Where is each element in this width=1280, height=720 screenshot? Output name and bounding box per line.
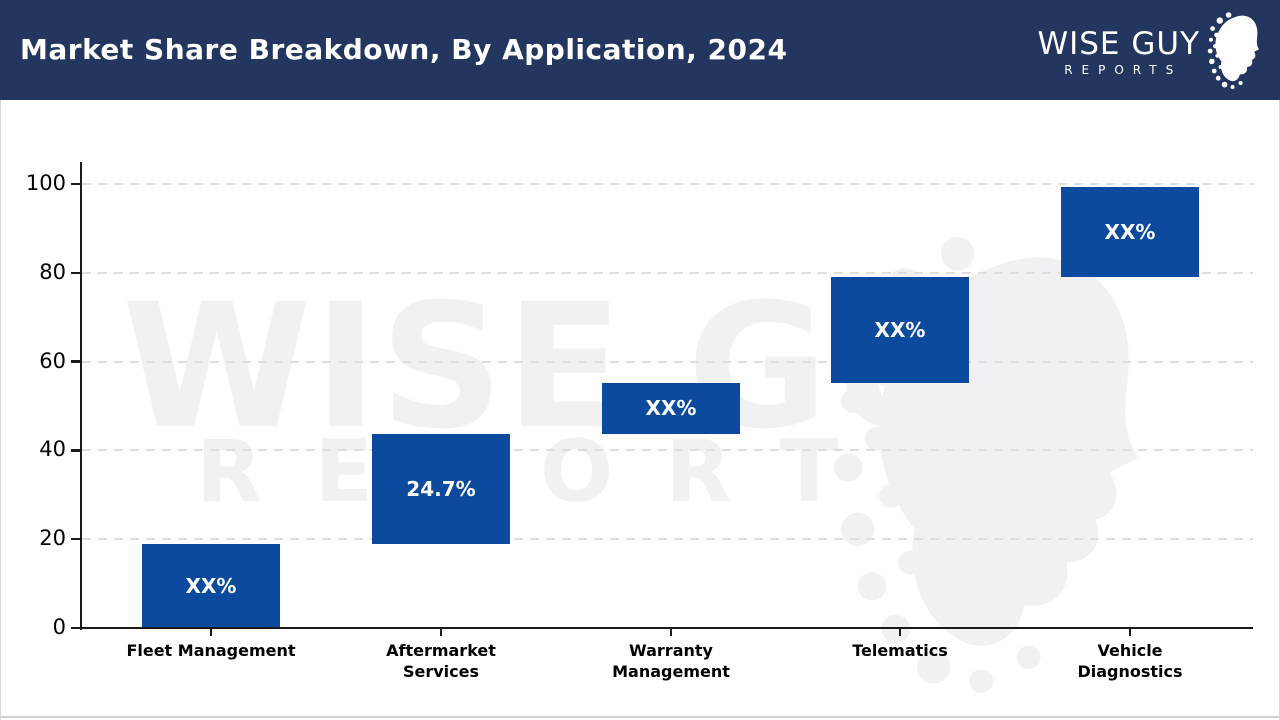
bar-vehicle: XX% xyxy=(1061,186,1199,278)
x-tick-label-3: Telematics xyxy=(852,641,948,660)
y-tick-label-60: 60 xyxy=(39,348,66,373)
watermark-subtitle: REPORTS xyxy=(196,422,1005,522)
logo-wordmark: WISE GUY xyxy=(1037,25,1200,62)
x-axis-line xyxy=(77,626,1253,629)
logo-text: WISE GUY REPORTS xyxy=(1037,26,1200,77)
gridline-60 xyxy=(82,360,1253,363)
gridline-40 xyxy=(82,449,1253,452)
x-tick-3 xyxy=(898,628,902,636)
bar-value-label: 24.7% xyxy=(406,476,476,501)
x-tick-label-2: Warranty Management xyxy=(612,641,730,682)
x-tick-label-1: Aftermarket Services xyxy=(386,641,496,682)
bar-telematics: XX% xyxy=(831,277,969,383)
x-tick-1 xyxy=(439,628,443,636)
y-tick-100 xyxy=(71,182,80,186)
y-tick-label-80: 80 xyxy=(39,259,66,284)
y-tick-80 xyxy=(71,271,80,275)
y-tick-20 xyxy=(71,537,80,541)
y-tick-label-0: 0 xyxy=(52,615,66,639)
x-tick-0 xyxy=(209,628,213,636)
chart-area: WISE GUY REPORTS XX% 24.7% XX% XX% XX% 0 20 40… xyxy=(0,100,1280,720)
bar-warranty: XX% xyxy=(602,382,740,434)
y-tick-40 xyxy=(71,449,80,452)
x-tick-2 xyxy=(669,628,673,636)
logo-subtitle: REPORTS xyxy=(1064,62,1183,77)
wise-guy-reports-logo: WISE GUY REPORTS xyxy=(1037,10,1266,92)
bar-value-label: XX% xyxy=(874,318,926,343)
page-title: Market Share Breakdown, By Application, … xyxy=(20,33,788,66)
gridline-20 xyxy=(82,538,1253,541)
gridline-80 xyxy=(82,271,1253,274)
bar-aftermarket: 24.7% xyxy=(372,433,510,544)
x-tick-4 xyxy=(1128,628,1132,636)
page-border-bottom xyxy=(0,716,1280,718)
header-bar: Market Share Breakdown, By Application, … xyxy=(0,0,1280,100)
y-tick-0 xyxy=(71,626,80,630)
y-tick-label-100: 100 xyxy=(25,171,66,195)
y-tick-label-20: 20 xyxy=(39,526,66,551)
y-axis-line xyxy=(79,162,82,630)
x-tick-label-0: Fleet Management xyxy=(126,641,296,660)
gridline-100 xyxy=(82,183,1253,185)
y-tick-label-40: 40 xyxy=(39,437,66,462)
bar-fleet-management: XX% xyxy=(142,543,280,628)
x-tick-label-4: Vehicle Diagnostics xyxy=(1077,641,1183,682)
bar-value-label: XX% xyxy=(185,573,237,598)
bar-value-label: XX% xyxy=(645,396,697,421)
bar-value-label: XX% xyxy=(1104,219,1156,244)
face-profile-icon xyxy=(1207,12,1259,89)
y-tick-60 xyxy=(71,360,80,363)
page-border-left xyxy=(0,100,1,720)
